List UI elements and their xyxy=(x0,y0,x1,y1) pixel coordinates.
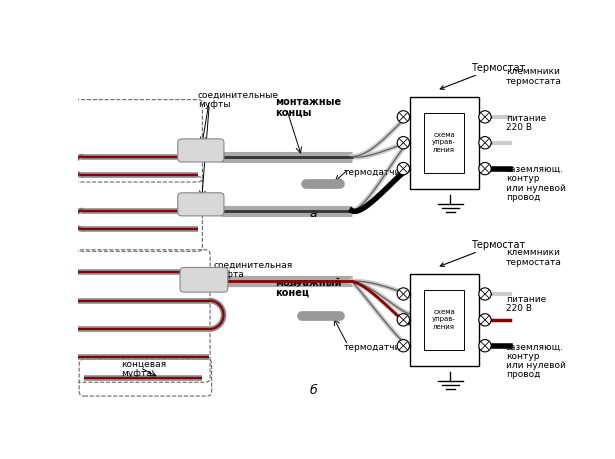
FancyBboxPatch shape xyxy=(424,113,464,174)
Text: заземляющ.: заземляющ. xyxy=(506,341,564,351)
Text: концы: концы xyxy=(275,107,311,117)
Text: питание: питание xyxy=(506,294,546,303)
Text: 220 В: 220 В xyxy=(506,123,532,132)
Circle shape xyxy=(479,340,491,352)
Text: провод: провод xyxy=(506,369,540,378)
Text: заземляющ.: заземляющ. xyxy=(506,165,564,174)
FancyBboxPatch shape xyxy=(410,97,479,190)
Text: питание: питание xyxy=(506,113,546,123)
Text: а: а xyxy=(309,207,317,219)
Circle shape xyxy=(397,137,410,150)
Text: клеммники: клеммники xyxy=(506,67,560,76)
Circle shape xyxy=(479,137,491,150)
Text: схема
управ-
ления: схема управ- ления xyxy=(432,308,456,329)
Text: соединительная: соединительная xyxy=(213,260,292,269)
Text: провод: провод xyxy=(506,192,540,202)
Text: схема
управ-
ления: схема управ- ления xyxy=(432,131,456,152)
Text: или нулевой: или нулевой xyxy=(506,360,566,369)
FancyBboxPatch shape xyxy=(424,290,464,350)
Circle shape xyxy=(397,340,410,352)
FancyBboxPatch shape xyxy=(178,140,224,162)
Text: соединительные: соединительные xyxy=(198,90,279,99)
Text: монтажные: монтажные xyxy=(275,97,341,107)
Text: или нулевой: или нулевой xyxy=(506,183,566,192)
FancyBboxPatch shape xyxy=(180,268,228,292)
FancyBboxPatch shape xyxy=(178,193,224,217)
FancyBboxPatch shape xyxy=(410,274,479,366)
Circle shape xyxy=(397,112,410,124)
Text: муфта: муфта xyxy=(121,369,152,377)
Text: клеммники: клеммники xyxy=(506,248,560,257)
Text: монтажный: монтажный xyxy=(275,278,341,288)
Circle shape xyxy=(397,288,410,301)
Text: термостата: термостата xyxy=(506,257,561,266)
Text: Термостат: Термостат xyxy=(440,239,525,267)
Text: контур: контур xyxy=(506,174,539,183)
Circle shape xyxy=(479,163,491,175)
Text: термодатчик: термодатчик xyxy=(344,342,407,351)
Text: Термостат: Термостат xyxy=(440,62,525,90)
Text: термодатчик: термодатчик xyxy=(344,168,407,177)
Text: конец: конец xyxy=(275,287,309,297)
Text: 220 В: 220 В xyxy=(506,303,532,312)
Text: б: б xyxy=(309,383,317,396)
Circle shape xyxy=(397,163,410,175)
Text: муфта: муфта xyxy=(213,269,244,278)
Circle shape xyxy=(479,112,491,124)
Circle shape xyxy=(479,288,491,301)
Text: концевая: концевая xyxy=(121,359,166,368)
Text: термостата: термостата xyxy=(506,77,561,85)
Circle shape xyxy=(397,314,410,326)
Circle shape xyxy=(479,314,491,326)
Text: муфты: муфты xyxy=(198,100,230,108)
Text: контур: контур xyxy=(506,351,539,360)
